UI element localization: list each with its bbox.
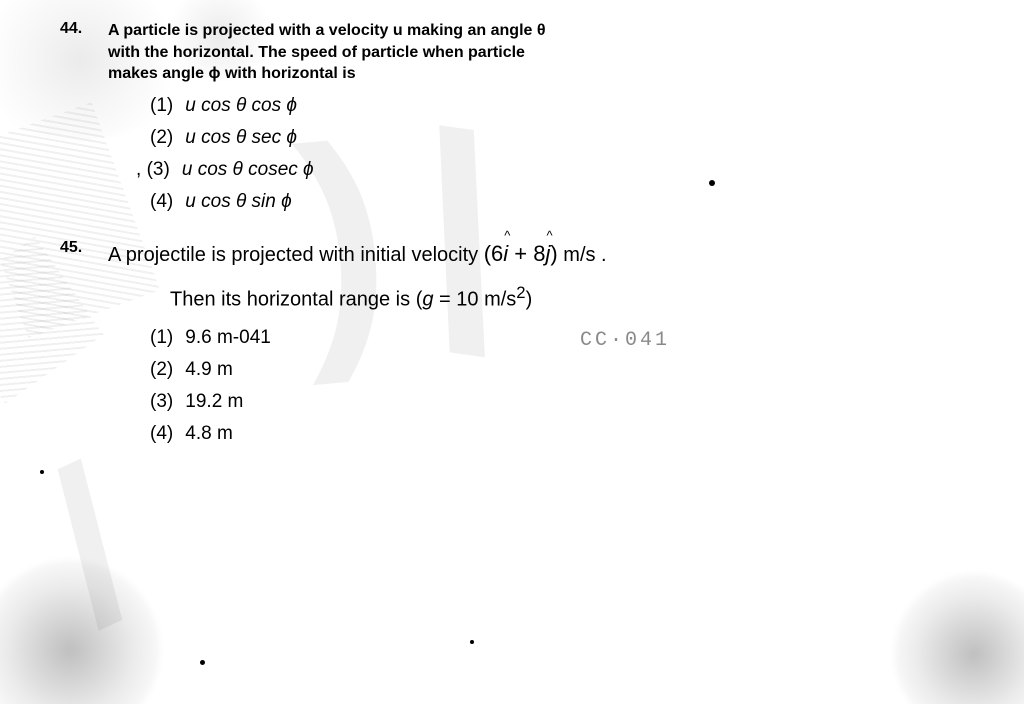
q44-option-1: (1) u cos θ cos ϕ bbox=[150, 95, 960, 117]
q45-vector: (6^i + 8^j) bbox=[484, 241, 558, 266]
option-text: 19.2 m bbox=[185, 391, 243, 412]
question-number: 44. bbox=[60, 20, 108, 38]
code-text: CC·041 bbox=[580, 329, 670, 352]
q45-line1-a: A projectile is projected with initial v… bbox=[108, 244, 484, 266]
q45-range: Then its horizontal range is bbox=[170, 288, 416, 310]
q44-option-3: , (3) u cos θ cosec ϕ bbox=[136, 159, 960, 181]
q45-option-4: (4) 4.8 m bbox=[150, 423, 960, 445]
q45-subline: Then its horizontal range is (g = 10 m/s… bbox=[170, 283, 960, 312]
option-label: (3) bbox=[150, 391, 180, 413]
question-45: 45. A projectile is projected with initi… bbox=[60, 239, 960, 269]
option-text: 4.9 m bbox=[185, 359, 233, 380]
q45-option-1: (1) 9.6 m-041 bbox=[150, 327, 960, 349]
qnum-text: 44. bbox=[60, 20, 82, 37]
option-label: (3) bbox=[147, 159, 177, 181]
question-text: A projectile is projected with initial v… bbox=[108, 239, 607, 269]
speck bbox=[40, 470, 44, 474]
option-label: (2) bbox=[150, 359, 180, 381]
q44-options: (1) u cos θ cos ϕ (2) u cos θ sec ϕ , (3… bbox=[150, 95, 960, 213]
option-text: u cos θ cosec ϕ bbox=[182, 159, 314, 180]
question-44: 44. A particle is projected with a veloc… bbox=[60, 20, 960, 85]
option-text: 9.6 m-041 bbox=[185, 327, 271, 349]
opt1-text: 9.6 m-041 bbox=[185, 327, 271, 348]
q44-option-4: (4) u cos θ sin ϕ bbox=[150, 191, 960, 213]
option-label: (2) bbox=[150, 127, 180, 149]
option-label: (1) bbox=[150, 327, 180, 349]
option-text: 4.8 m bbox=[185, 423, 233, 444]
qnum-text: 45. bbox=[60, 239, 82, 256]
q44-option-2: (2) u cos θ sec ϕ bbox=[150, 127, 960, 149]
option-label: (4) bbox=[150, 423, 180, 445]
q45-options: (1) 9.6 m-041 CC·041 (2) 4.9 m (3) 19.2 … bbox=[150, 327, 960, 445]
option-text: u cos θ cos ϕ bbox=[185, 95, 297, 116]
option-label: (4) bbox=[150, 191, 180, 213]
speck bbox=[200, 660, 205, 665]
q45-line1-b: m/s . bbox=[563, 244, 606, 266]
texture-blob bbox=[0, 560, 160, 704]
question-text: A particle is projected with a velocity … bbox=[108, 20, 546, 85]
code-stamp: CC·041 bbox=[580, 329, 670, 352]
option-text: u cos θ sec ϕ bbox=[185, 127, 297, 148]
q44-line3: makes angle ϕ with horizontal is bbox=[108, 65, 356, 82]
q44-line1: A particle is projected with a velocity … bbox=[108, 22, 546, 39]
option-prefix: , bbox=[136, 159, 147, 180]
question-number: 45. bbox=[60, 239, 108, 257]
q45-option-3: (3) 19.2 m bbox=[150, 391, 960, 413]
speck bbox=[470, 640, 474, 644]
option-text: u cos θ sin ϕ bbox=[185, 191, 291, 212]
option-label: (1) bbox=[150, 95, 180, 117]
content-block: 44. A particle is projected with a veloc… bbox=[60, 20, 960, 455]
texture-blob bbox=[894, 574, 1024, 704]
q44-line2: with the horizontal. The speed of partic… bbox=[108, 44, 525, 61]
q45-option-2: (2) 4.9 m bbox=[150, 359, 960, 381]
page: ) \ / 44. A particle is projected with a… bbox=[0, 0, 1024, 704]
